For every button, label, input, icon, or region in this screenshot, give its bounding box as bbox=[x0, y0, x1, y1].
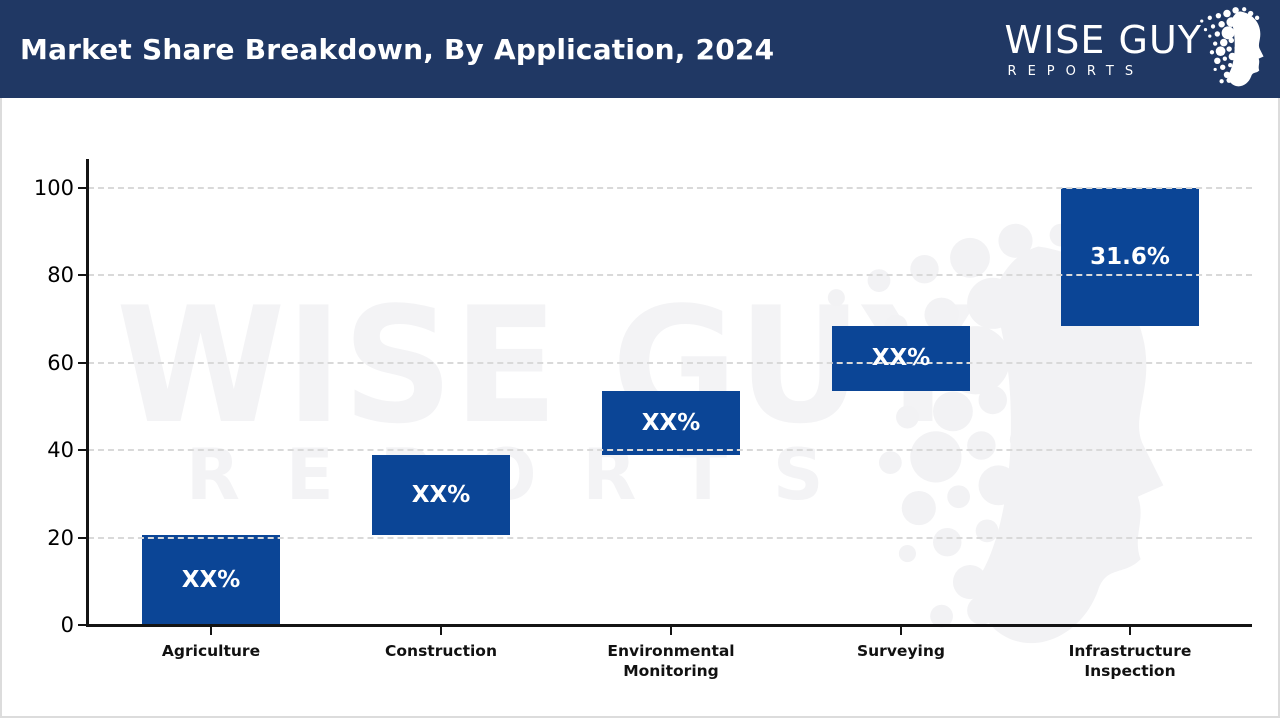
category-label: Infrastructure Inspection bbox=[1068, 642, 1192, 680]
bar-segment bbox=[1061, 187, 1199, 326]
gridline bbox=[88, 449, 1252, 451]
y-axis-tick bbox=[78, 274, 86, 276]
y-axis-tick-label: 0 bbox=[60, 613, 74, 637]
category-label: Environmental Monitoring bbox=[607, 642, 735, 680]
wiseguy-logo-text: WISE GUY REPORTS bbox=[1005, 21, 1202, 78]
y-axis-tick-label: 20 bbox=[47, 525, 74, 550]
bar-value-label: XX% bbox=[641, 409, 701, 436]
x-axis-tick bbox=[440, 627, 442, 635]
gridline bbox=[88, 361, 1252, 364]
bar-segment bbox=[372, 455, 510, 535]
category-label: Agriculture bbox=[161, 642, 261, 660]
watermark-text: WISE GUY bbox=[116, 272, 974, 459]
y-axis-tick bbox=[78, 186, 86, 189]
gridline bbox=[88, 536, 1252, 539]
bar-segment bbox=[602, 390, 740, 456]
wiseguy-logo-name: WISE GUY bbox=[1004, 17, 1202, 62]
category-label: Surveying bbox=[856, 642, 945, 660]
x-axis-tick bbox=[670, 627, 672, 635]
y-axis-tick bbox=[78, 449, 86, 451]
y-axis-tick-label: 60 bbox=[47, 350, 74, 375]
wiseguy-logo: WISE GUY REPORTS bbox=[1005, 4, 1280, 94]
bar-segment bbox=[832, 325, 970, 391]
page-title: Market Share Breakdown, By Application, … bbox=[20, 32, 775, 66]
x-axis-tick bbox=[210, 627, 212, 635]
category-label: Construction bbox=[385, 642, 497, 660]
y-axis-tick-label: 40 bbox=[47, 438, 74, 462]
bar-value-label: 31.6% bbox=[1090, 243, 1170, 270]
header-bar: Market Share Breakdown, By Application, … bbox=[0, 0, 1280, 98]
y-axis-tick bbox=[78, 536, 86, 539]
gridline bbox=[88, 186, 1252, 189]
gridline bbox=[88, 274, 1252, 276]
y-axis-tick bbox=[78, 624, 86, 626]
bar-value-label: XX% bbox=[871, 345, 931, 372]
x-axis-spine bbox=[86, 624, 1252, 627]
y-axis-tick-label: 100 bbox=[33, 175, 74, 200]
x-axis-tick bbox=[1129, 627, 1131, 635]
wiseguy-logo-sub: REPORTS bbox=[1007, 63, 1145, 79]
bar-segment bbox=[142, 534, 280, 625]
wiseguy-face-icon bbox=[1200, 7, 1264, 87]
y-axis-spine bbox=[86, 159, 89, 627]
y-axis-tick bbox=[78, 361, 86, 364]
y-axis-tick-label: 80 bbox=[47, 263, 74, 287]
bar-value-label: XX% bbox=[181, 566, 241, 593]
x-axis-tick bbox=[900, 627, 902, 635]
bar-value-label: XX% bbox=[411, 482, 471, 509]
